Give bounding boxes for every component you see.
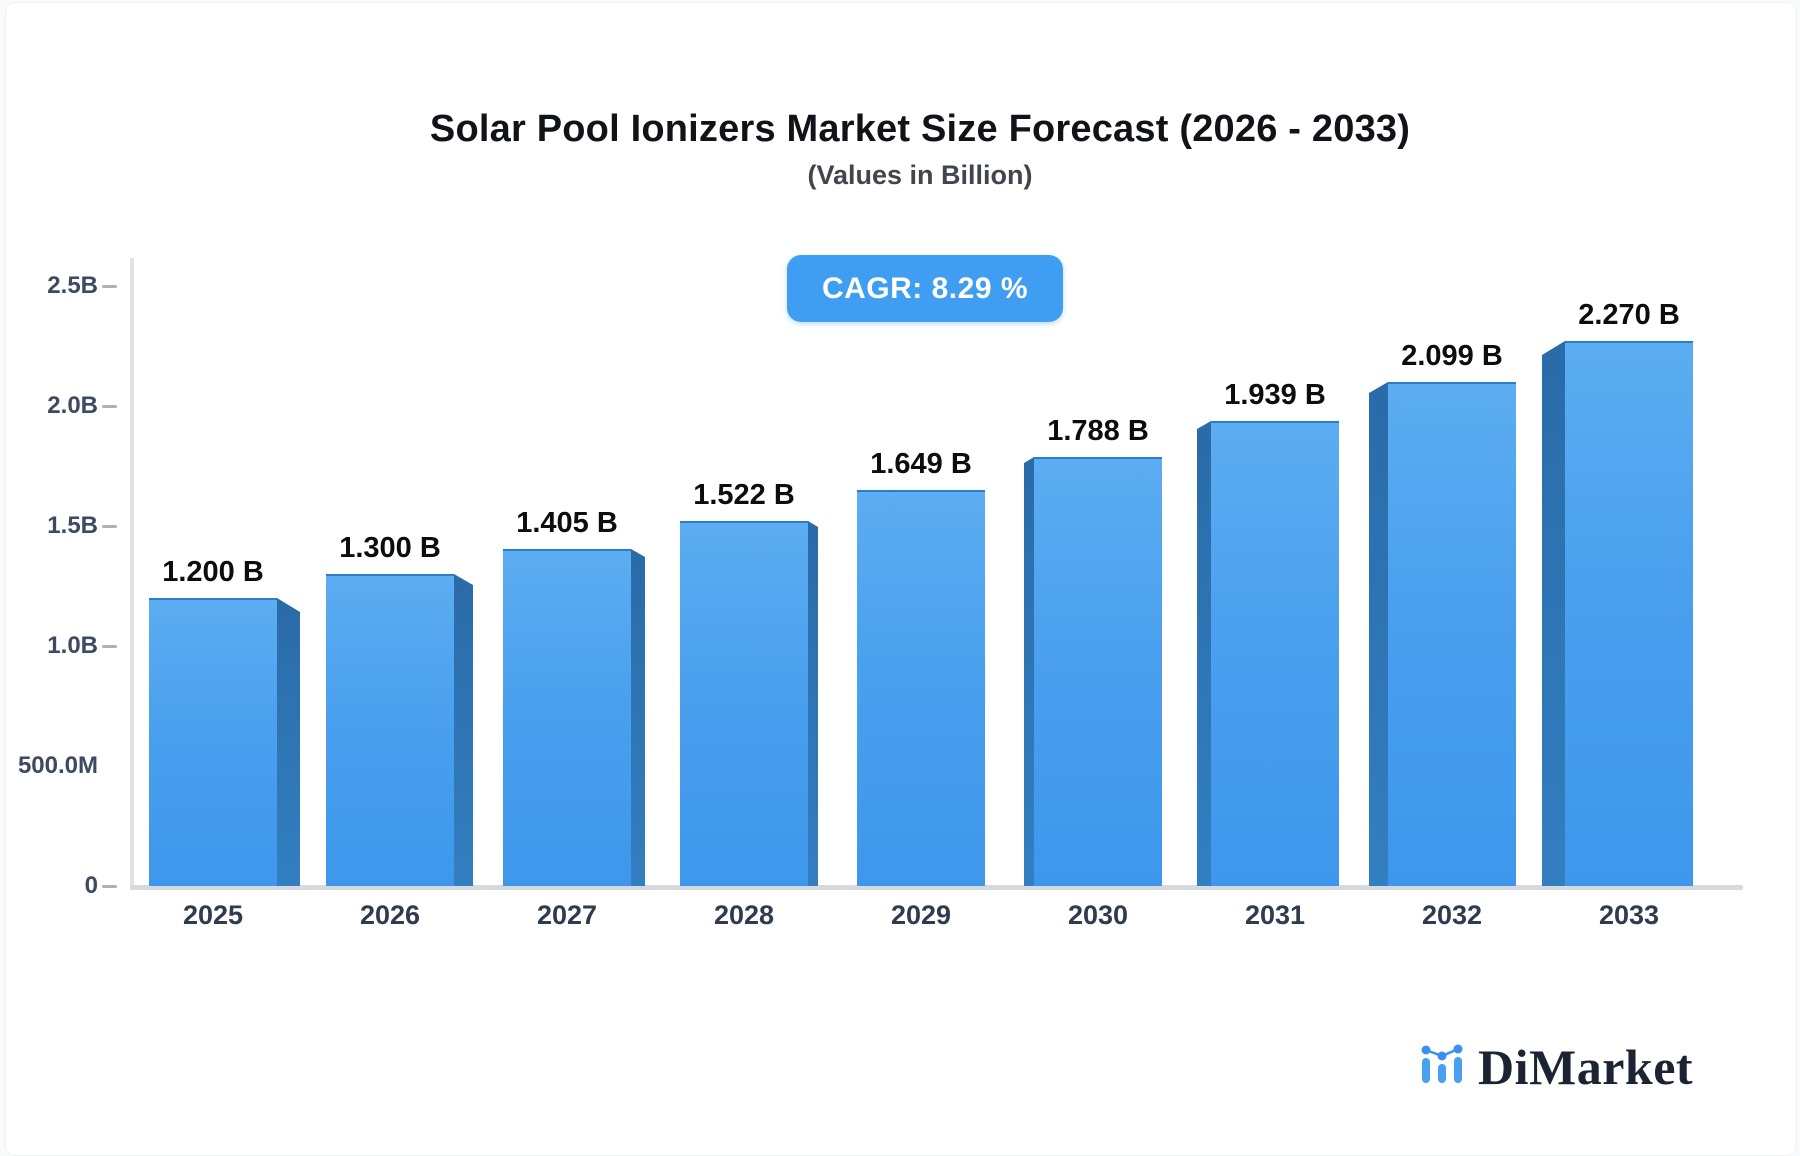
bar-side-face-2026 [454,574,473,886]
x-axis-label-2025: 2025 [182,900,244,930]
bar-value-label-2033: 2.270 B [1578,299,1680,331]
x-axis-baseline [130,885,1743,890]
x-axis-label-2026: 2026 [359,900,421,930]
x-axis-label-2032: 2032 [1421,900,1483,930]
y-tick-mark [102,284,117,288]
x-axis-label-2027: 2027 [536,900,598,930]
x-axis-label-2029: 2029 [890,900,952,930]
bar-value-label-2026: 1.300 B [339,532,441,564]
cagr-badge-label: CAGR: 8.29 % [821,271,1029,305]
chart-subtitle: (Values in Billion) [807,160,1033,190]
bar-value-label-2030: 1.788 B [1047,415,1149,447]
bar-value-label-2028: 1.522 B [693,479,795,511]
bar-side-face-2027 [631,549,645,886]
brand-logo: DiMarket [1420,1040,1693,1094]
y-tick-label: 500.0M [17,752,98,779]
y-tick-mark [102,404,117,408]
bar-value-label-2025: 1.200 B [162,556,264,588]
cagr-badge: CAGR: 8.29 % [787,255,1063,322]
x-axis-label-2030: 2030 [1067,900,1129,930]
bar-value-label-2029: 1.649 B [870,448,972,480]
x-axis-label-2028: 2028 [713,900,775,930]
y-tick-mark [102,884,117,888]
bar-value-label-2032: 2.099 B [1401,340,1503,372]
bar-2031 [1211,421,1339,886]
bar-side-face-2030 [1024,457,1034,886]
brand-logo-text: DiMarket [1478,1039,1694,1095]
bar-side-face-2032 [1369,382,1388,886]
bar-value-label-2031: 1.939 B [1224,379,1326,411]
y-tick-label: 1.0B [47,632,98,659]
bar-2026 [326,574,454,886]
bar-side-face-2033 [1542,341,1565,886]
mini-bar-line-chart-icon [1421,1044,1463,1083]
y-tick-label: 1.5B [47,512,98,539]
y-tick-label: 0 [84,872,98,899]
x-axis-label-2031: 2031 [1244,900,1306,930]
bar-2029 [857,490,985,886]
y-tick-mark [102,644,117,648]
bar-side-face-2025 [277,598,300,886]
x-axis-label-2033: 2033 [1598,900,1660,930]
bar-2032 [1388,382,1516,886]
bar-2025 [149,598,277,886]
bar-2027 [503,549,631,886]
bar-2033 [1565,341,1693,886]
bar-2030 [1034,457,1162,886]
chart-title: Solar Pool Ionizers Market Size Forecast… [429,108,1411,150]
bar-2028 [680,521,808,886]
y-axis-line [130,258,134,890]
y-tick-mark [102,524,117,528]
bar-value-label-2027: 1.405 B [516,507,618,539]
bar-side-face-2028 [808,521,818,886]
y-tick-label: 2.5B [47,272,98,299]
y-tick-label: 2.0B [47,392,98,419]
bar-side-face-2031 [1197,421,1211,886]
